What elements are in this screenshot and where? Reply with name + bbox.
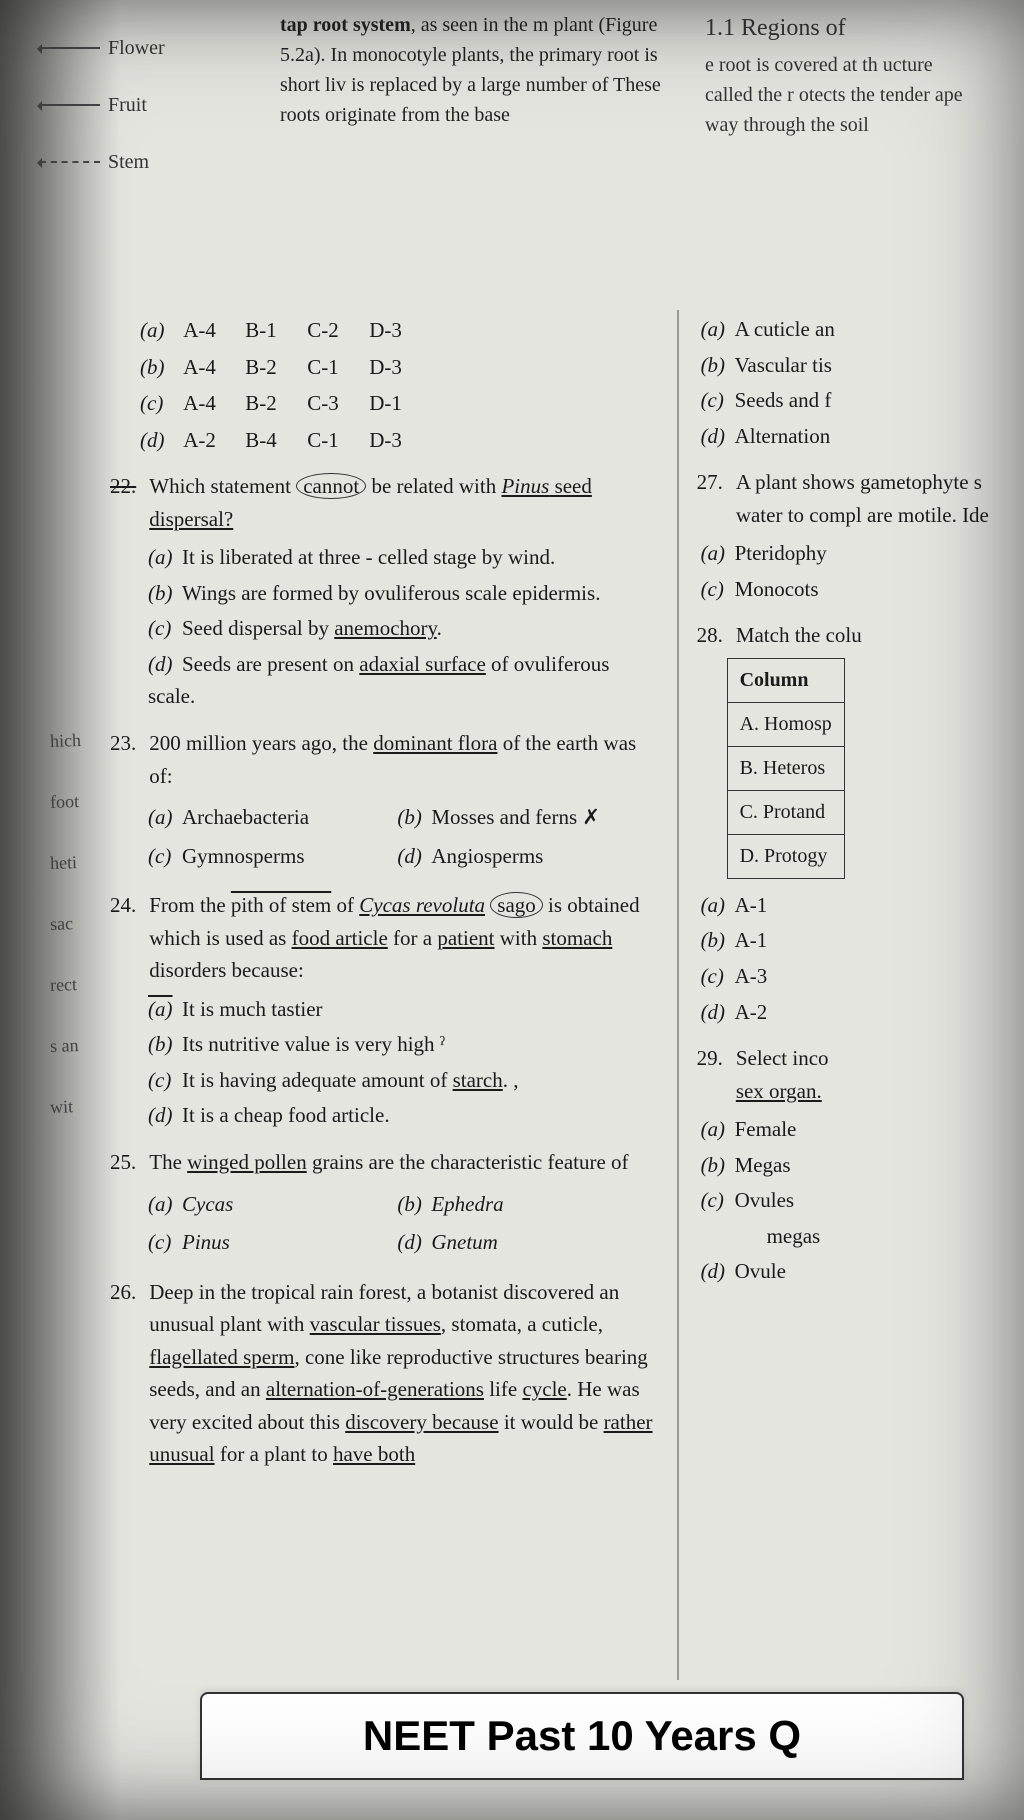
r-opt-a: (a)A cuticle an	[701, 313, 1004, 346]
q22-a: (a)It is liberated at three - celled sta…	[148, 541, 657, 574]
plant-diagram-labels: Flower Fruit Stem	[40, 20, 165, 191]
q29-d: (d)Ovule	[701, 1255, 1004, 1288]
q29-c: (c)Ovules	[701, 1184, 1004, 1217]
main-content: hich foot heti sac rect s an wit (a) A-4…	[50, 310, 1004, 1680]
q22-c: (c)Seed dispersal by anemochory.	[148, 612, 657, 645]
footer-banner: NEET Past 10 Years Q	[200, 1692, 964, 1780]
q28-c: (c)A-3	[701, 960, 1004, 993]
q21-opt-d: (d) A-2B-4C-1D-3	[140, 424, 657, 457]
circled-word: cannot	[296, 473, 366, 499]
r-opt-b: (b)Vascular tis	[701, 349, 1004, 382]
table-row: C. Protand	[727, 790, 844, 834]
q28-a: (a)A-1	[701, 889, 1004, 922]
label-flower: Flower	[108, 37, 165, 59]
left-column: (a) A-4B-1C-2D-3 (b) A-4B-2C-1D-3 (c) A-…	[110, 310, 679, 1680]
q24-a: (a)It is much tastier	[148, 993, 657, 1026]
q22-d: (d)Seeds are present on adaxial surface …	[148, 648, 657, 713]
q21-opt-a: (a) A-4B-1C-2D-3	[140, 314, 657, 347]
q24-c: (c)It is having adequate amount of starc…	[148, 1064, 657, 1097]
table-row: B. Heteros	[727, 746, 844, 790]
q21-opt-c: (c) A-4B-2C-3D-1	[140, 387, 657, 420]
q22-b: (b)Wings are formed by ovuliferous scale…	[148, 577, 657, 610]
q29-extra: megas	[767, 1220, 1004, 1253]
q29-a: (a)Female	[701, 1113, 1004, 1146]
table-row: D. Protogy	[727, 834, 844, 878]
r-opt-d: (d)Alternation	[701, 420, 1004, 453]
q23-opts: (a)Archaebacteria (b)Mosses and ferns ✗ …	[148, 798, 657, 875]
question-25: 25. The winged pollen grains are the cha…	[110, 1146, 657, 1179]
question-28: 28. Match the colu	[697, 619, 1004, 652]
label-stem: Stem	[108, 151, 149, 173]
question-24: 24. From the pith of stem of Cycas revol…	[110, 889, 657, 987]
col-header: Column	[727, 658, 844, 702]
page-edge-words: hich foot heti sac rect s an wit	[50, 310, 110, 1680]
q24-d: (d)It is a cheap food article.	[148, 1099, 657, 1132]
q24-b: (b)Its nutritive value is very high ˀ	[148, 1028, 657, 1061]
q29-b: (b)Megas	[701, 1149, 1004, 1182]
question-29: 29. Select incosex organ.	[697, 1042, 1004, 1107]
right-column: (a)A cuticle an (b)Vascular tis (c)Seeds…	[679, 310, 1004, 1680]
question-26: 26. Deep in the tropical rain forest, a …	[110, 1276, 657, 1471]
top-paragraph: tap root system, as seen in the m plant …	[280, 10, 1014, 140]
top-right-text: e root is covered at th ucture called th…	[705, 54, 963, 136]
q28-b: (b)A-1	[701, 924, 1004, 957]
q28-d: (d)A-2	[701, 996, 1004, 1029]
table-row: A. Homosp	[727, 702, 844, 746]
textbook-page: Flower Fruit Stem tap root system, as se…	[0, 0, 1024, 1820]
q25-opts: (a)Cycas (b)Ephedra (c)Pinus (d)Gnetum	[148, 1185, 657, 1262]
q27-a: (a)Pteridophy	[701, 537, 1004, 570]
match-column-table: Column A. Homosp B. Heteros C. Protand D…	[727, 658, 845, 879]
section-heading: 1.1 Regions of	[705, 10, 965, 46]
q27-c: (c)Monocots	[701, 573, 1004, 606]
q21-opt-b: (b) A-4B-2C-1D-3	[140, 351, 657, 384]
question-23: 23. 200 million years ago, the dominant …	[110, 727, 657, 792]
question-27: 27. A plant shows gametophyte s water to…	[697, 466, 1004, 531]
label-fruit: Fruit	[108, 94, 147, 116]
question-22: 22. Which statement cannot be related wi…	[110, 470, 657, 535]
r-opt-c: (c)Seeds and f	[701, 384, 1004, 417]
